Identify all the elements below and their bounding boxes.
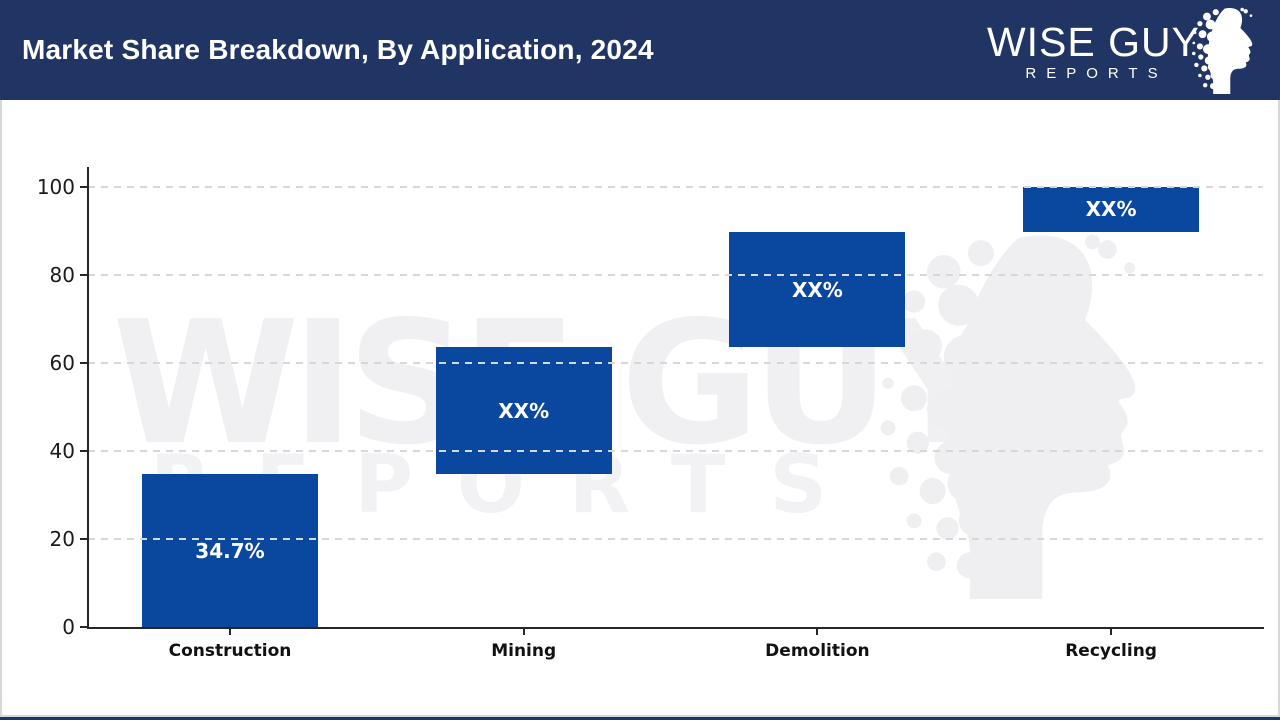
x-tick-mark-demolition — [816, 629, 819, 635]
gridline-100 — [88, 185, 1263, 188]
x-axis-line — [87, 627, 1264, 629]
y-tick-label-20: 20 — [49, 526, 75, 551]
y-tick-label-40: 40 — [49, 438, 75, 463]
x-tick-label-demolition: Demolition — [765, 641, 870, 661]
y-axis-line — [87, 167, 89, 629]
header-bar: Market Share Breakdown, By Application, … — [0, 0, 1280, 100]
y-tick-mark-20 — [80, 537, 87, 540]
y-tick-label-0: 0 — [62, 615, 75, 639]
x-tick-label-construction: Construction — [168, 641, 292, 661]
bar-value-label-demolition: XX% — [791, 277, 843, 302]
y-tick-mark-100 — [80, 185, 87, 188]
footer-accent-bar — [0, 717, 1280, 720]
logo-wordmark-line2: REPORTS — [1025, 64, 1168, 82]
chart-canvas: WISE GUY REPORTS 34.7% XX% XX% XX% 0 20 40 60 8… — [0, 100, 1280, 717]
gridline-60 — [88, 361, 1263, 364]
bar-recycling: XX% — [1023, 186, 1200, 232]
x-tick-mark-mining — [522, 629, 525, 635]
x-tick-label-mining: Mining — [491, 641, 557, 661]
y-tick-mark-0 — [80, 626, 87, 628]
bar-value-label-construction: 34.7% — [195, 538, 265, 563]
y-tick-mark-40 — [80, 449, 87, 452]
wise-guy-logo: WISE GUY REPORTS — [987, 6, 1266, 94]
y-tick-label-60: 60 — [49, 350, 75, 375]
bar-value-label-mining: XX% — [498, 398, 550, 423]
x-tick-label-recycling: Recycling — [1065, 641, 1157, 661]
bar-demolition: XX% — [729, 231, 906, 348]
logo-wordmark-line1: WISE GUY — [986, 18, 1200, 65]
bar-mining: XX% — [435, 347, 612, 475]
watermark-head-icon — [862, 222, 1178, 604]
x-tick-mark-construction — [229, 629, 231, 635]
bar-value-label-recycling: XX% — [1085, 197, 1137, 222]
y-tick-mark-60 — [80, 361, 87, 364]
gridline-40 — [88, 449, 1263, 452]
y-tick-label-100: 100 — [36, 174, 75, 199]
bar-construction: 34.7% — [142, 474, 318, 627]
x-tick-mark-recycling — [1110, 629, 1113, 635]
plot-area: 34.7% XX% XX% XX% — [88, 167, 1263, 627]
y-tick-label-80: 80 — [49, 262, 75, 287]
y-tick-mark-80 — [80, 273, 87, 276]
page-title: Market Share Breakdown, By Application, … — [22, 34, 654, 65]
gridline-20 — [88, 537, 1263, 540]
logo-wordmark: WISE GUY REPORTS — [987, 19, 1200, 82]
gridline-80 — [88, 273, 1263, 276]
